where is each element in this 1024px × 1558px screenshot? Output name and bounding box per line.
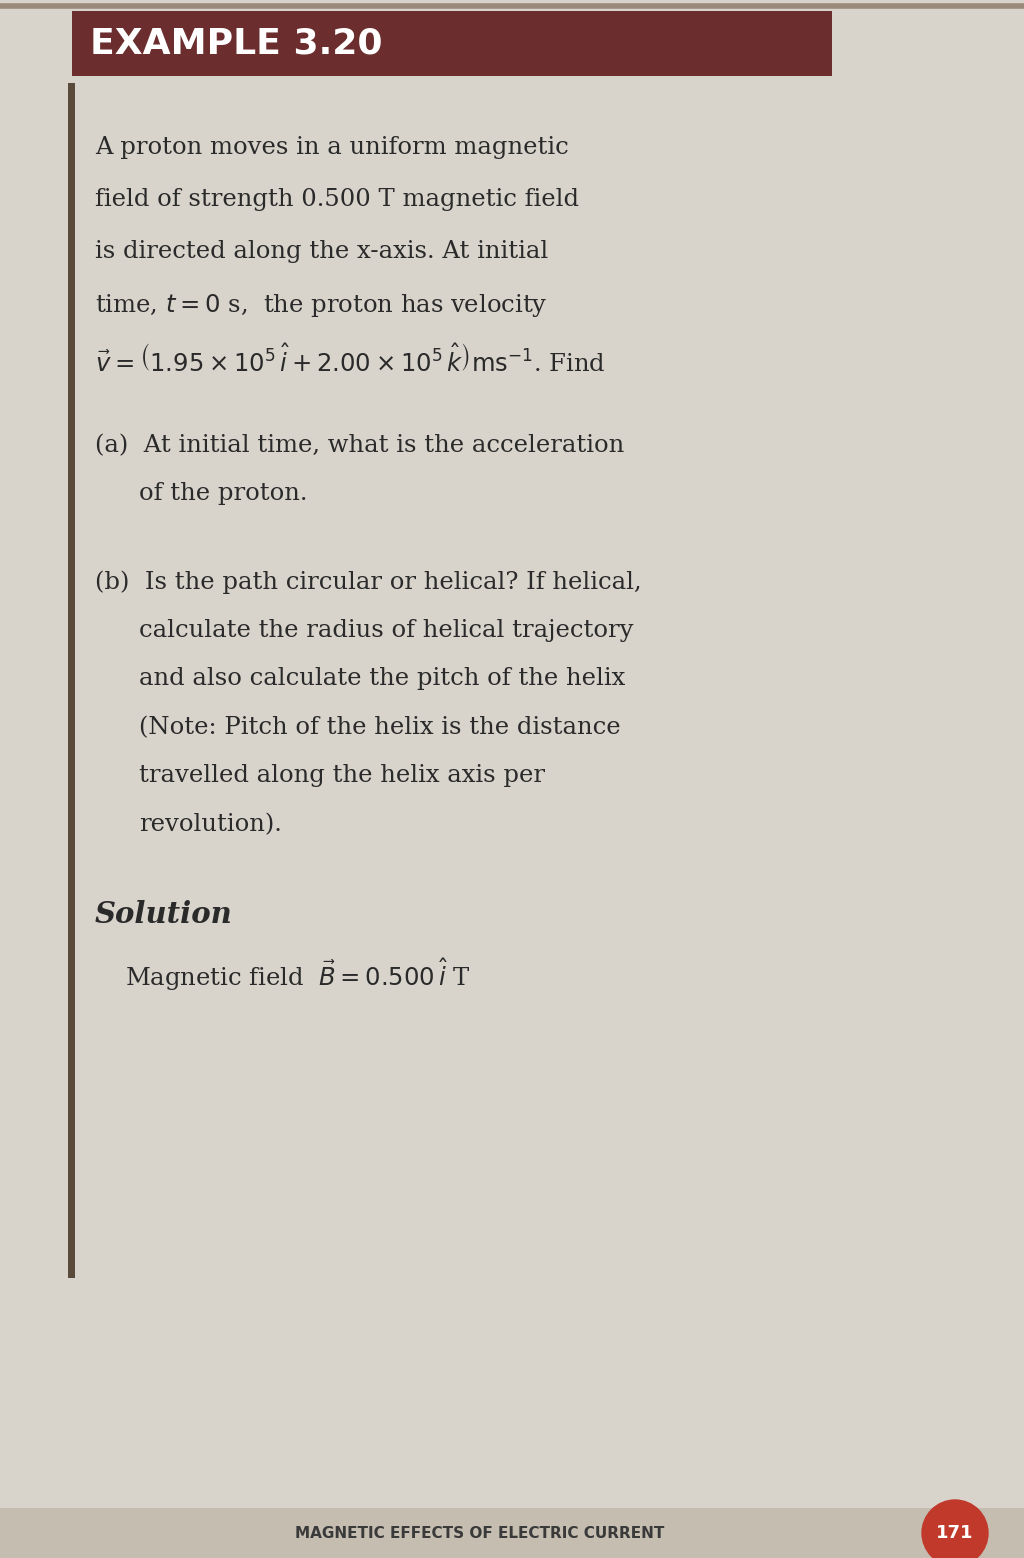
Text: (b)  Is the path circular or helical? If helical,: (b) Is the path circular or helical? If … <box>95 570 642 594</box>
Text: EXAMPLE 3.20: EXAMPLE 3.20 <box>90 26 383 61</box>
Text: is directed along the x-axis. At initial: is directed along the x-axis. At initial <box>95 240 548 263</box>
Text: travelled along the helix axis per: travelled along the helix axis per <box>139 765 545 787</box>
Circle shape <box>922 1500 988 1558</box>
FancyBboxPatch shape <box>68 83 75 1278</box>
Text: (Note: Pitch of the helix is the distance: (Note: Pitch of the helix is the distanc… <box>139 715 621 738</box>
Text: MAGNETIC EFFECTS OF ELECTRIC CURRENT: MAGNETIC EFFECTS OF ELECTRIC CURRENT <box>295 1525 665 1541</box>
Text: of the proton.: of the proton. <box>139 483 307 505</box>
Text: time, $t=0$ s,  the proton has velocity: time, $t=0$ s, the proton has velocity <box>95 291 548 319</box>
FancyBboxPatch shape <box>0 1508 1024 1558</box>
Text: Magnetic field  $\vec{B} = 0.500\,\hat{i}$ T: Magnetic field $\vec{B} = 0.500\,\hat{i}… <box>125 957 471 994</box>
Text: field of strength 0.500 T magnetic field: field of strength 0.500 T magnetic field <box>95 189 579 210</box>
Text: revolution).: revolution). <box>139 813 282 837</box>
Text: A proton moves in a uniform magnetic: A proton moves in a uniform magnetic <box>95 136 568 159</box>
Text: calculate the radius of helical trajectory: calculate the radius of helical trajecto… <box>139 619 634 642</box>
Text: 171: 171 <box>936 1524 974 1542</box>
Text: $\vec{v} = \left(1.95\times10^5\,\hat{i}+2.00\times10^5\,\hat{k}\right)\mathrm{m: $\vec{v} = \left(1.95\times10^5\,\hat{i}… <box>95 344 606 375</box>
Text: Solution: Solution <box>95 899 232 929</box>
Text: (a)  At initial time, what is the acceleration: (a) At initial time, what is the acceler… <box>95 435 625 456</box>
FancyBboxPatch shape <box>72 11 831 76</box>
Text: and also calculate the pitch of the helix: and also calculate the pitch of the heli… <box>139 667 626 690</box>
